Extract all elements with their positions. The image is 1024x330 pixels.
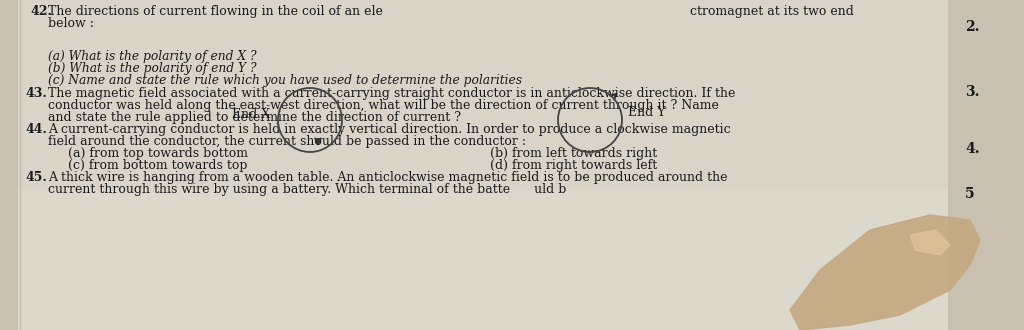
- Text: End Y: End Y: [628, 106, 666, 118]
- Text: (d) from right towards left: (d) from right towards left: [490, 159, 657, 172]
- FancyBboxPatch shape: [948, 0, 978, 330]
- Text: 42.: 42.: [30, 5, 52, 18]
- Text: A thick wire is hanging from a wooden table. An anticlockwise magnetic field is : A thick wire is hanging from a wooden ta…: [48, 171, 727, 184]
- Text: 2.: 2.: [965, 20, 980, 34]
- Polygon shape: [910, 230, 950, 255]
- FancyBboxPatch shape: [18, 0, 948, 330]
- Text: (c) Name and state the rule which you have used to determine the polarities: (c) Name and state the rule which you ha…: [48, 74, 522, 87]
- Text: 4.: 4.: [965, 142, 980, 156]
- Text: 43.: 43.: [25, 87, 47, 100]
- Text: The directions of current flowing in the coil of an ele: The directions of current flowing in the…: [48, 5, 383, 18]
- Text: (a) from top towards bottom: (a) from top towards bottom: [68, 147, 248, 160]
- Text: (b) from left towards right: (b) from left towards right: [490, 147, 657, 160]
- Polygon shape: [790, 215, 980, 330]
- Text: ctromagnet at its two end: ctromagnet at its two end: [690, 5, 854, 18]
- Text: End X: End X: [231, 108, 270, 120]
- Text: and state the rule applied to determine the direction of current ?: and state the rule applied to determine …: [48, 111, 461, 124]
- Text: (a) What is the polarity of end X ?: (a) What is the polarity of end X ?: [48, 50, 257, 63]
- Text: current through this wire by using a battery. Which terminal of the batte      u: current through this wire by using a bat…: [48, 183, 566, 196]
- Text: 45.: 45.: [25, 171, 47, 184]
- Text: 44.: 44.: [25, 123, 47, 136]
- Text: (c) from bottom towards top: (c) from bottom towards top: [68, 159, 248, 172]
- Text: conductor was held along the east-west direction, what will be the direction of : conductor was held along the east-west d…: [48, 99, 719, 112]
- Text: 3.: 3.: [965, 85, 980, 99]
- Text: (b) What is the polarity of end Y ?: (b) What is the polarity of end Y ?: [48, 62, 257, 75]
- Text: The magnetic field associated with a current-carrying straight conductor is in a: The magnetic field associated with a cur…: [48, 87, 735, 100]
- Text: below :: below :: [48, 17, 94, 30]
- Text: field around the conductor, the current should be passed in the conductor :: field around the conductor, the current …: [48, 135, 526, 148]
- Text: A current-carrying conductor is held in exactly vertical direction. In order to : A current-carrying conductor is held in …: [48, 123, 731, 136]
- FancyBboxPatch shape: [18, 0, 948, 190]
- Text: 5: 5: [965, 187, 975, 201]
